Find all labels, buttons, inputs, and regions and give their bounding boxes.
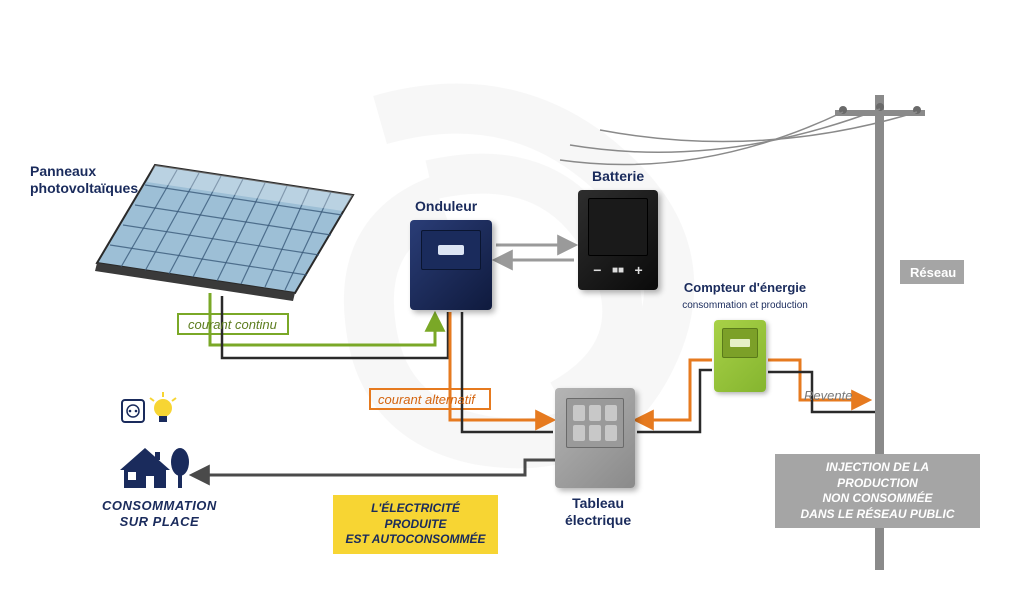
autoconsume-banner: L'ÉLECTRICITÉ PRODUITE EST AUTOCONSOMMÉE xyxy=(333,495,498,554)
meter-label: Compteur d'énergie consommation et produ… xyxy=(680,280,810,312)
switchboard-icon xyxy=(555,388,635,488)
consumption-label: CONSOMMATION SUR PLACE xyxy=(102,498,217,529)
dc-flow-label: courant continu xyxy=(188,317,277,332)
meter-sublabel: consommation et production xyxy=(682,300,808,311)
inverter-label: Onduleur xyxy=(415,198,477,215)
resale-label: Revente xyxy=(804,388,852,403)
injection-banner: INJECTION DE LA PRODUCTION NON CONSOMMÉE… xyxy=(775,454,980,528)
battery-icon: −■■+ xyxy=(578,190,658,290)
inverter-icon xyxy=(410,220,492,310)
meter-icon xyxy=(714,320,766,392)
switchboard-label: Tableau électrique xyxy=(565,495,631,529)
panels-label: Panneaux photovoltaïques xyxy=(30,163,138,197)
grid-label: Réseau xyxy=(910,265,956,281)
battery-label: Batterie xyxy=(592,168,644,185)
ac-flow-label: courant alternatif xyxy=(378,392,475,407)
